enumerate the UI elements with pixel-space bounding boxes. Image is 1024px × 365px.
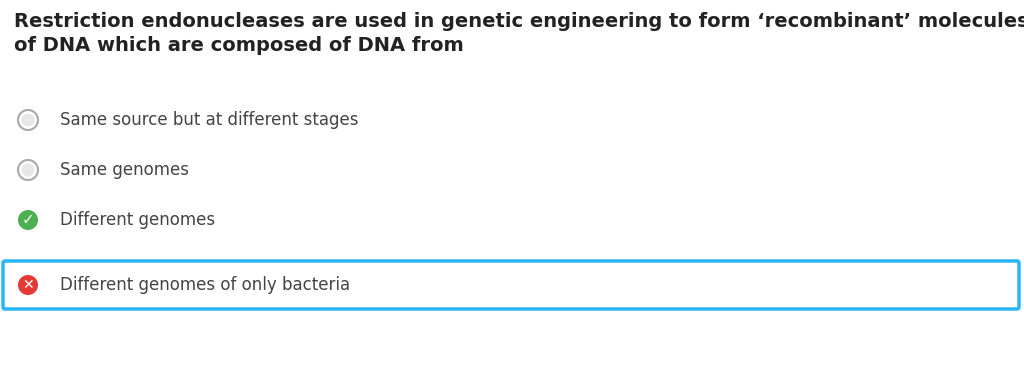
Ellipse shape (22, 114, 35, 127)
Ellipse shape (22, 164, 35, 177)
Text: Restriction endonucleases are used in genetic engineering to form ‘recombinant’ : Restriction endonucleases are used in ge… (14, 12, 1024, 55)
Ellipse shape (18, 275, 38, 295)
Text: Different genomes of only bacteria: Different genomes of only bacteria (60, 276, 350, 294)
Ellipse shape (18, 210, 38, 230)
Text: Same source but at different stages: Same source but at different stages (60, 111, 358, 129)
FancyBboxPatch shape (3, 261, 1019, 309)
Text: Same genomes: Same genomes (60, 161, 189, 179)
Text: Different genomes: Different genomes (60, 211, 215, 229)
Text: ✕: ✕ (23, 278, 34, 292)
Text: ✓: ✓ (22, 212, 35, 227)
